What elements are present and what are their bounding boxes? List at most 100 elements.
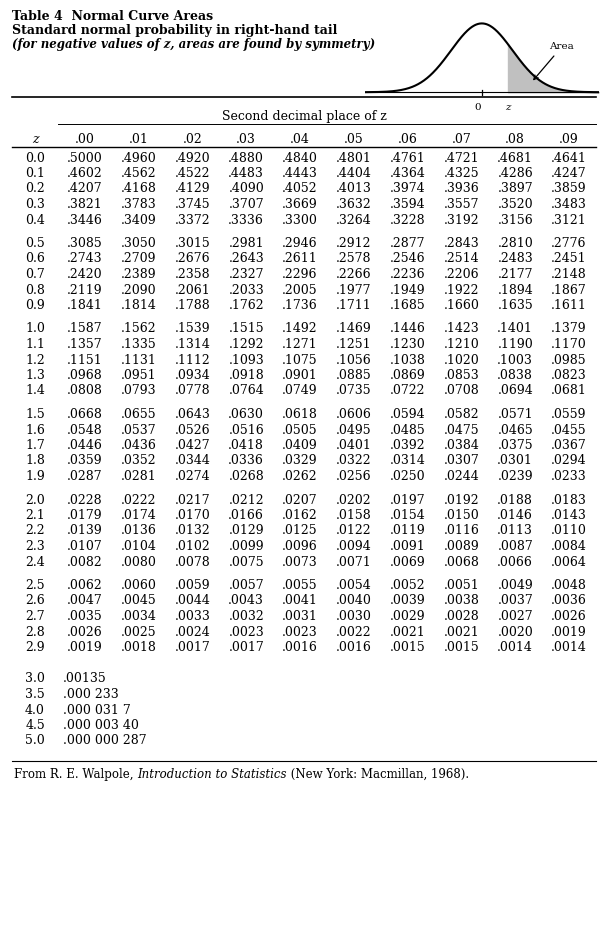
Text: .0505: .0505 <box>282 424 318 436</box>
Text: .1685: .1685 <box>390 299 426 312</box>
Text: .0465: .0465 <box>497 424 533 436</box>
Text: .0336: .0336 <box>229 454 264 467</box>
Text: .1922: .1922 <box>444 283 479 296</box>
Text: .0268: .0268 <box>229 470 264 483</box>
Text: .0044: .0044 <box>174 595 210 608</box>
Text: .1492: .1492 <box>282 323 318 335</box>
Text: .0099: .0099 <box>229 540 264 553</box>
Text: .0192: .0192 <box>444 494 479 507</box>
Text: .0694: .0694 <box>497 384 533 397</box>
Text: .2611: .2611 <box>282 252 318 265</box>
Text: .0823: .0823 <box>551 369 587 382</box>
Text: .0029: .0029 <box>390 610 426 623</box>
Text: .3156: .3156 <box>497 213 533 227</box>
Text: .3974: .3974 <box>390 182 426 195</box>
Text: .0749: .0749 <box>282 384 318 397</box>
Text: .0082: .0082 <box>67 555 103 568</box>
Text: .0015: .0015 <box>390 641 426 654</box>
Text: .0043: .0043 <box>229 595 264 608</box>
Text: .1210: .1210 <box>444 338 479 351</box>
Text: .0446: .0446 <box>67 439 103 452</box>
Text: .2266: .2266 <box>336 268 371 281</box>
Text: .2743: .2743 <box>67 252 103 265</box>
Text: .0853: .0853 <box>444 369 479 382</box>
Text: .0668: .0668 <box>67 408 103 421</box>
Text: .0051: .0051 <box>444 579 479 592</box>
Text: .0027: .0027 <box>497 610 533 623</box>
Text: .0934: .0934 <box>174 369 210 382</box>
Text: .4602: .4602 <box>67 167 103 180</box>
Text: .0146: .0146 <box>497 509 533 522</box>
Text: .0143: .0143 <box>551 509 587 522</box>
Text: .0174: .0174 <box>121 509 157 522</box>
Text: Standard normal probability in right-hand tail: Standard normal probability in right-han… <box>12 24 337 37</box>
Text: .0107: .0107 <box>67 540 103 553</box>
Text: 4.5: 4.5 <box>25 719 45 732</box>
Text: .4562: .4562 <box>121 167 156 180</box>
Text: .0409: .0409 <box>282 439 318 452</box>
Text: .0183: .0183 <box>551 494 587 507</box>
Text: .0485: .0485 <box>390 424 426 436</box>
Text: .1711: .1711 <box>336 299 371 312</box>
Text: 2.9: 2.9 <box>25 641 45 654</box>
Text: .0606: .0606 <box>336 408 372 421</box>
Text: .0016: .0016 <box>282 641 318 654</box>
Text: .0250: .0250 <box>390 470 426 483</box>
Text: .4207: .4207 <box>67 182 103 195</box>
Text: .1841: .1841 <box>67 299 103 312</box>
Text: .0495: .0495 <box>336 424 371 436</box>
Text: .0233: .0233 <box>551 470 587 483</box>
Text: .4641: .4641 <box>551 151 587 164</box>
Text: .0968: .0968 <box>67 369 103 382</box>
Text: .0708: .0708 <box>444 384 479 397</box>
Text: .0681: .0681 <box>551 384 587 397</box>
Text: .3897: .3897 <box>497 182 533 195</box>
Text: 1.9: 1.9 <box>25 470 45 483</box>
Text: .0367: .0367 <box>551 439 587 452</box>
Text: .0057: .0057 <box>229 579 264 592</box>
Text: .0307: .0307 <box>444 454 479 467</box>
Text: .0102: .0102 <box>174 540 210 553</box>
Text: .3669: .3669 <box>282 198 318 211</box>
Text: .1003: .1003 <box>497 353 533 366</box>
Text: .3707: .3707 <box>229 198 264 211</box>
Text: .0033: .0033 <box>174 610 210 623</box>
Text: 2.2: 2.2 <box>25 525 45 537</box>
Text: .0084: .0084 <box>551 540 587 553</box>
Text: .0548: .0548 <box>67 424 103 436</box>
Text: .2005: .2005 <box>282 283 318 296</box>
Text: .0359: .0359 <box>67 454 103 467</box>
Text: .1894: .1894 <box>497 283 533 296</box>
Text: 1.1: 1.1 <box>25 338 45 351</box>
Text: .06: .06 <box>398 133 418 146</box>
Text: .1762: .1762 <box>229 299 264 312</box>
Text: .3336: .3336 <box>229 213 264 227</box>
Text: .0162: .0162 <box>282 509 318 522</box>
Text: .0080: .0080 <box>121 555 157 568</box>
Text: .1020: .1020 <box>444 353 479 366</box>
Text: .0516: .0516 <box>229 424 264 436</box>
Text: .2119: .2119 <box>67 283 103 296</box>
Text: .0188: .0188 <box>497 494 533 507</box>
Text: .02: .02 <box>182 133 202 146</box>
Text: .1271: .1271 <box>282 338 318 351</box>
Text: .4090: .4090 <box>229 182 264 195</box>
Text: .0256: .0256 <box>336 470 371 483</box>
Text: .2709: .2709 <box>121 252 156 265</box>
Text: .1251: .1251 <box>336 338 371 351</box>
Text: z: z <box>32 133 38 146</box>
Text: .0040: .0040 <box>336 595 372 608</box>
Text: .0179: .0179 <box>67 509 103 522</box>
Text: .1814: .1814 <box>121 299 157 312</box>
Text: .3859: .3859 <box>551 182 587 195</box>
Text: .4681: .4681 <box>497 151 533 164</box>
Text: .0069: .0069 <box>390 555 426 568</box>
Text: .3632: .3632 <box>336 198 371 211</box>
Text: .0436: .0436 <box>121 439 157 452</box>
Text: .0022: .0022 <box>336 626 371 638</box>
Text: .0170: .0170 <box>174 509 210 522</box>
Text: .0154: .0154 <box>390 509 426 522</box>
Text: .4404: .4404 <box>336 167 372 180</box>
Text: 0.3: 0.3 <box>25 198 45 211</box>
Text: .0041: .0041 <box>282 595 318 608</box>
